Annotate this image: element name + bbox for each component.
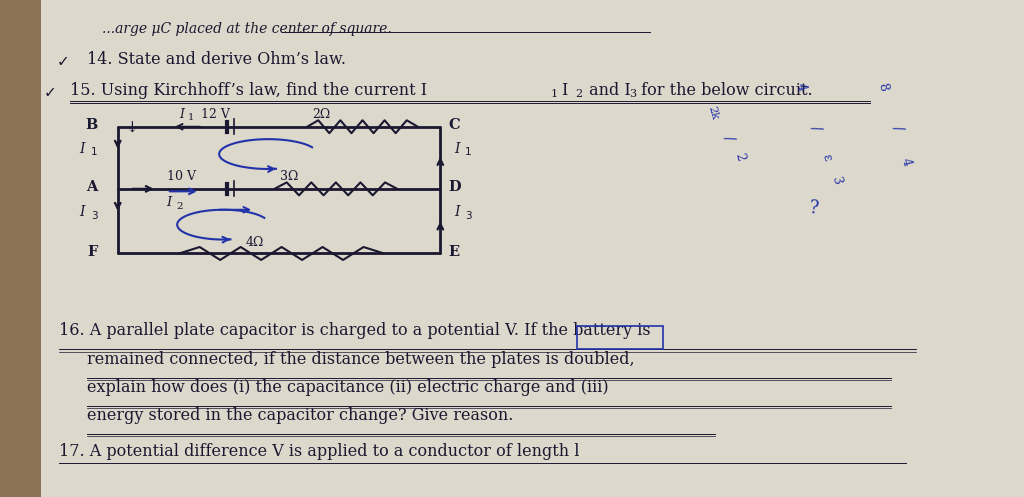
Text: 17. A potential difference V is applied to a conductor of length l: 17. A potential difference V is applied … xyxy=(59,443,580,460)
Text: 4Ω: 4Ω xyxy=(246,236,264,249)
Text: /: / xyxy=(809,124,824,132)
Text: ε: ε xyxy=(819,153,834,162)
Text: 4: 4 xyxy=(794,82,808,92)
Text: ↓: ↓ xyxy=(126,122,138,136)
Text: remained connected, if the distance between the plates is doubled,: remained connected, if the distance betw… xyxy=(87,351,635,368)
Text: 3: 3 xyxy=(629,89,636,99)
Text: A: A xyxy=(86,180,97,194)
Text: $\checkmark$: $\checkmark$ xyxy=(56,53,69,68)
Text: 14. State and derive Ohm’s law.: 14. State and derive Ohm’s law. xyxy=(87,51,346,68)
Text: 2k: 2k xyxy=(707,105,720,121)
Text: 3: 3 xyxy=(829,176,844,187)
Text: 16. A parallel plate capacitor is charged to a potential V. If the battery is: 16. A parallel plate capacitor is charge… xyxy=(59,323,651,339)
Bar xyxy=(0,0,41,497)
Text: I: I xyxy=(455,205,460,219)
Text: 12 V: 12 V xyxy=(201,108,229,121)
Text: 1: 1 xyxy=(465,147,471,158)
Text: 15. Using Kirchhoff’s law, find the current I: 15. Using Kirchhoff’s law, find the curr… xyxy=(70,83,427,99)
Text: D: D xyxy=(449,180,461,194)
Text: 8: 8 xyxy=(876,82,890,92)
Text: 2Ω: 2Ω xyxy=(312,108,331,121)
Text: 1: 1 xyxy=(551,89,557,99)
Text: I: I xyxy=(79,205,84,219)
Text: I: I xyxy=(561,83,567,99)
Text: I: I xyxy=(455,142,460,156)
Text: E: E xyxy=(449,245,460,259)
Text: /: / xyxy=(891,124,906,132)
Text: and I: and I xyxy=(584,83,631,99)
Text: 3: 3 xyxy=(465,211,471,221)
Text: 2: 2 xyxy=(575,89,583,99)
Text: 2: 2 xyxy=(732,151,746,162)
Text: 4: 4 xyxy=(899,156,913,167)
Text: I: I xyxy=(79,142,84,156)
Text: I: I xyxy=(179,108,184,121)
Text: 3Ω: 3Ω xyxy=(280,170,298,183)
Text: C: C xyxy=(449,118,460,132)
Text: 1: 1 xyxy=(91,147,97,158)
Text: ...arge μC placed at the center of square.: ...arge μC placed at the center of squar… xyxy=(102,22,392,36)
Text: $\checkmark$: $\checkmark$ xyxy=(43,84,55,99)
Text: ?: ? xyxy=(809,199,820,218)
Text: B: B xyxy=(85,118,97,132)
Text: 3: 3 xyxy=(91,211,97,221)
Text: 1: 1 xyxy=(187,113,194,122)
Text: 2: 2 xyxy=(176,202,182,211)
Text: energy stored in the capacitor change? Give reason.: energy stored in the capacitor change? G… xyxy=(87,407,513,424)
Text: I: I xyxy=(166,196,171,209)
Text: for the below circuit.: for the below circuit. xyxy=(636,83,812,99)
Text: explain how does (i) the capacitance (ii) electric charge and (iii): explain how does (i) the capacitance (ii… xyxy=(87,379,608,396)
Text: 10 V: 10 V xyxy=(167,170,196,183)
Text: F: F xyxy=(87,245,97,259)
Text: /: / xyxy=(722,134,737,142)
